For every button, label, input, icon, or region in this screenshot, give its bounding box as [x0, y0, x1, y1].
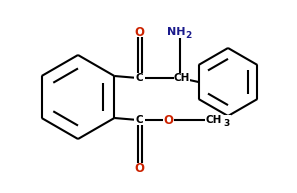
Text: NH: NH: [167, 27, 185, 37]
Text: O: O: [134, 25, 144, 38]
Bar: [205, 114, 231, 125]
Text: O: O: [163, 113, 173, 126]
Bar: [133, 115, 145, 125]
Bar: [133, 73, 145, 83]
Bar: [133, 27, 145, 37]
Bar: [133, 163, 145, 173]
Text: CH: CH: [174, 73, 190, 83]
Text: 3: 3: [223, 119, 229, 128]
Bar: [162, 115, 173, 125]
Bar: [167, 26, 189, 38]
Text: CH: CH: [206, 115, 222, 125]
Text: 2: 2: [185, 30, 191, 40]
Text: C: C: [135, 115, 143, 125]
Bar: [174, 73, 190, 83]
Text: O: O: [134, 162, 144, 174]
Text: C: C: [135, 73, 143, 83]
